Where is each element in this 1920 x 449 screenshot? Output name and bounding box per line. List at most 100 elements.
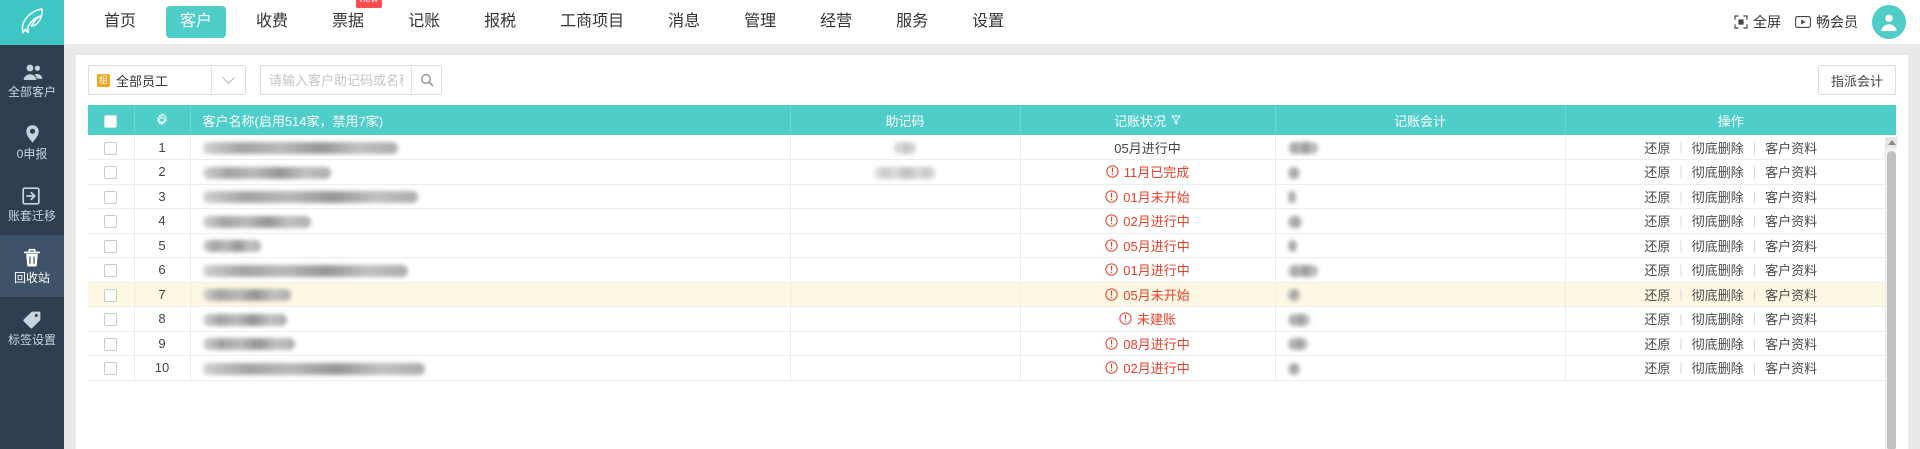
nav-item-invoices[interactable]: 票据 new [318, 0, 383, 38]
cell-customer-name[interactable] [190, 331, 791, 356]
sidebar-item-tag-settings[interactable]: 标签设置 [0, 297, 64, 359]
cell-customer-name[interactable] [190, 257, 791, 283]
row-checkbox-cell[interactable] [88, 306, 135, 332]
row-checkbox[interactable] [104, 190, 118, 204]
cell-customer-name[interactable] [190, 159, 791, 185]
restore-link[interactable]: 还原 [1644, 312, 1671, 328]
restore-link[interactable]: 还原 [1644, 214, 1671, 230]
customer-profile-link[interactable]: 客户资料 [1765, 287, 1818, 303]
row-checkbox-cell[interactable] [88, 208, 135, 234]
restore-link[interactable]: 还原 [1644, 165, 1671, 181]
vertical-scrollbar[interactable] [1885, 137, 1897, 449]
nav-item-settings[interactable]: 设置 [958, 6, 1018, 38]
row-checkbox-cell[interactable] [88, 257, 135, 283]
th-customer-name[interactable]: 客户名称(启用514家，禁用7家) [190, 105, 791, 135]
search-input[interactable] [261, 66, 411, 94]
table-row[interactable]: 7 05月未开始 还原 | 彻底删除 | 客户资料 [88, 282, 1896, 307]
permanent-delete-link[interactable]: 彻底删除 [1691, 263, 1744, 279]
row-checkbox[interactable] [104, 215, 118, 229]
table-row[interactable]: 8 未建账 还原 | 彻底删除 | 客户资料 [88, 306, 1896, 332]
customer-profile-link[interactable]: 客户资料 [1765, 361, 1818, 377]
restore-link[interactable]: 还原 [1644, 189, 1671, 205]
th-mnemonic-code[interactable]: 助记码 [790, 105, 1021, 135]
table-row[interactable]: 5 05月进行中 还原 | 彻底删除 | 客户资料 [88, 233, 1896, 258]
cell-customer-name[interactable] [190, 233, 791, 258]
row-checkbox[interactable] [104, 166, 118, 180]
permanent-delete-link[interactable]: 彻底删除 [1691, 189, 1744, 205]
cell-customer-name[interactable] [190, 282, 791, 307]
table-row[interactable]: 3 01月未开始 还原 | 彻底删除 | 客户资料 [88, 184, 1896, 209]
cell-customer-name[interactable] [190, 135, 791, 160]
chevron-down-icon[interactable] [211, 66, 245, 94]
nav-item-bookkeeping[interactable]: 记账 [394, 6, 454, 38]
customer-profile-link[interactable]: 客户资料 [1765, 214, 1818, 230]
permanent-delete-link[interactable]: 彻底删除 [1691, 336, 1744, 352]
table-row[interactable]: 2 11月已完成 还原 | 彻底删除 | 客户资料 [88, 159, 1896, 185]
row-checkbox[interactable] [104, 288, 118, 302]
cell-customer-name[interactable] [190, 355, 791, 381]
restore-link[interactable]: 还原 [1644, 140, 1671, 156]
table-row[interactable]: 1 05月进行中 还原 | 彻底删除 | 客户资料 [88, 135, 1896, 160]
nav-item-fees[interactable]: 收费 [242, 6, 302, 38]
row-checkbox-cell[interactable] [88, 184, 135, 209]
row-checkbox[interactable] [104, 141, 118, 155]
assign-accountant-button[interactable]: 指派会计 [1817, 65, 1896, 95]
customer-profile-link[interactable]: 客户资料 [1765, 238, 1818, 254]
sidebar-item-recycle-bin[interactable]: 回收站 [0, 235, 64, 297]
nav-item-customer[interactable]: 客户 [166, 6, 227, 38]
fullscreen-button[interactable]: 全屏 [1734, 12, 1781, 32]
select-all-checkbox[interactable] [104, 114, 118, 128]
row-checkbox[interactable] [104, 264, 118, 278]
th-accountant[interactable]: 记账会计 [1275, 105, 1566, 135]
customer-profile-link[interactable]: 客户资料 [1765, 336, 1818, 352]
restore-link[interactable]: 还原 [1644, 361, 1671, 377]
user-avatar[interactable] [1872, 5, 1906, 39]
filter-icon[interactable] [1171, 115, 1181, 125]
nav-item-business-projects[interactable]: 工商项目 [546, 6, 638, 38]
sidebar-item-all-customers[interactable]: 全部客户 [0, 49, 64, 111]
row-checkbox-cell[interactable] [88, 282, 135, 307]
restore-link[interactable]: 还原 [1644, 336, 1671, 352]
cell-customer-name[interactable] [190, 208, 791, 234]
customer-profile-link[interactable]: 客户资料 [1765, 312, 1818, 328]
restore-link[interactable]: 还原 [1644, 263, 1671, 279]
th-select-all[interactable] [88, 105, 135, 135]
employee-select[interactable]: 组 全部员工 [88, 65, 246, 95]
permanent-delete-link[interactable]: 彻底删除 [1691, 287, 1744, 303]
table-row[interactable]: 6 01月进行中 还原 | 彻底删除 | 客户资料 [88, 257, 1896, 283]
permanent-delete-link[interactable]: 彻底删除 [1691, 140, 1744, 156]
scrollbar-thumb[interactable] [1887, 151, 1896, 449]
vip-member-button[interactable]: 畅会员 [1795, 12, 1858, 32]
employee-select-value-box[interactable]: 组 全部员工 [89, 66, 211, 94]
row-checkbox[interactable] [104, 337, 118, 351]
restore-link[interactable]: 还原 [1644, 238, 1671, 254]
scroll-up-button[interactable] [1886, 137, 1897, 148]
customer-profile-link[interactable]: 客户资料 [1765, 140, 1818, 156]
app-logo[interactable] [0, 0, 64, 45]
nav-item-messages[interactable]: 消息 [654, 6, 714, 38]
row-checkbox-cell[interactable] [88, 355, 135, 381]
permanent-delete-link[interactable]: 彻底删除 [1691, 312, 1744, 328]
row-checkbox[interactable] [104, 362, 118, 376]
table-row[interactable]: 4 02月进行中 还原 | 彻底删除 | 客户资料 [88, 208, 1896, 234]
customer-profile-link[interactable]: 客户资料 [1765, 165, 1818, 181]
th-column-settings[interactable] [134, 105, 191, 135]
permanent-delete-link[interactable]: 彻底删除 [1691, 238, 1744, 254]
customer-profile-link[interactable]: 客户资料 [1765, 189, 1818, 205]
th-bookkeeping-status[interactable]: 记账状况 [1020, 105, 1276, 135]
sidebar-item-account-migration[interactable]: 账套迁移 [0, 173, 64, 235]
permanent-delete-link[interactable]: 彻底删除 [1691, 214, 1744, 230]
cell-customer-name[interactable] [190, 184, 791, 209]
nav-item-home[interactable]: 首页 [90, 6, 150, 38]
table-row[interactable]: 10 02月进行中 还原 | 彻底删除 | 客户资料 [88, 355, 1896, 381]
row-checkbox-cell[interactable] [88, 331, 135, 356]
row-checkbox-cell[interactable] [88, 159, 135, 185]
sidebar-item-zero-declaration[interactable]: 0申报 [0, 111, 64, 173]
row-checkbox[interactable] [104, 239, 118, 253]
table-row[interactable]: 9 08月进行中 还原 | 彻底删除 | 客户资料 [88, 331, 1896, 356]
restore-link[interactable]: 还原 [1644, 287, 1671, 303]
nav-item-services[interactable]: 服务 [882, 6, 942, 38]
row-checkbox-cell[interactable] [88, 135, 135, 160]
permanent-delete-link[interactable]: 彻底删除 [1691, 165, 1744, 181]
nav-item-tax[interactable]: 报税 [470, 6, 530, 38]
